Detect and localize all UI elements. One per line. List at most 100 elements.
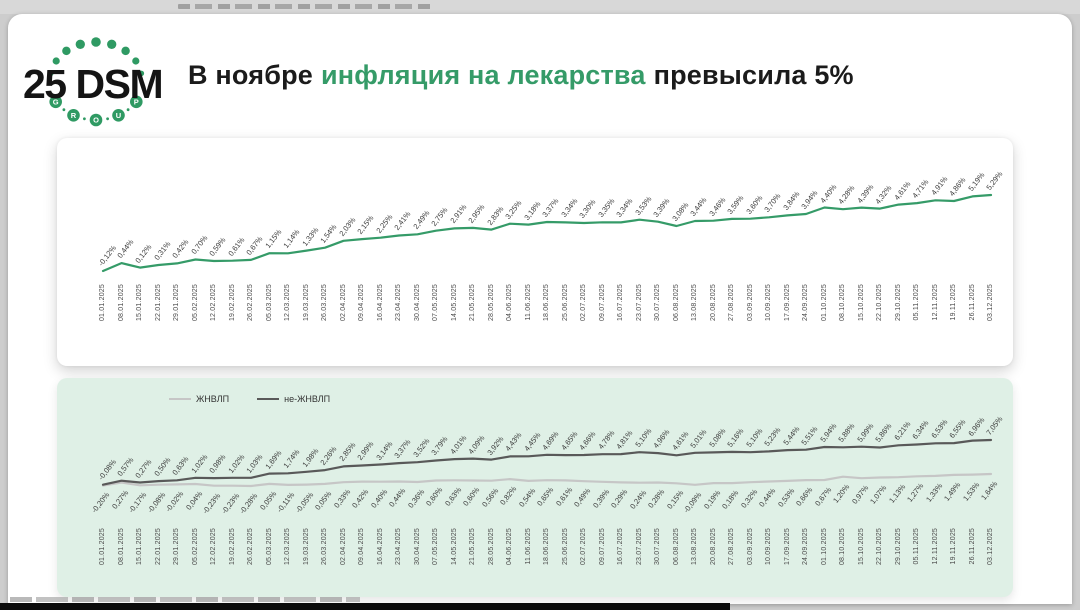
x-axis-date-label: 07.05.2025 — [432, 284, 439, 322]
x-axis-date-label: 18.06.2025 — [543, 284, 550, 322]
total-inflation-chart-card: -0,12% 0,44% 0,12% 0,31% 0,42% 0,70% 0,59% 0,61… — [57, 138, 1013, 366]
x-axis-date-label: 01.10.2025 — [820, 528, 828, 566]
logo-dot — [107, 39, 117, 49]
x-axis-date-label: 08.10.2025 — [839, 528, 846, 566]
logo-text: 25 DSM — [23, 61, 162, 107]
x-axis-date-label: 16.04.2025 — [376, 528, 384, 566]
x-axis-date-label: 15.10.2025 — [857, 528, 865, 566]
x-axis-date-label: 05.02.2025 — [191, 284, 199, 322]
x-axis-date-label: 30.04.2025 — [413, 284, 421, 322]
logo-dot — [121, 46, 130, 56]
x-axis-date-label: 06.08.2025 — [672, 284, 680, 322]
x-axis-date-label: 02.07.2025 — [580, 528, 587, 566]
x-axis-date-label: 01.01.2025 — [99, 284, 106, 322]
ne-zhnvlp-line-swatch — [257, 397, 280, 401]
x-axis-date-label: 15.01.2025 — [136, 284, 143, 322]
zhnvlp-line-swatch — [169, 397, 191, 401]
x-axis-date-label: 04.06.2025 — [506, 528, 513, 566]
x-axis-date-label: 01.01.2025 — [99, 528, 106, 566]
x-axis-date-label: 05.03.2025 — [265, 284, 273, 322]
legend-item-ne-zhnvlp: не-ЖНВЛП — [257, 394, 330, 404]
slide: G R O U P 25 DSM В ноябре инфляция на лекарст… — [8, 14, 1072, 604]
x-axis-date-label: 12.02.2025 — [210, 284, 217, 322]
x-axis-date-label: 12.03.2025 — [284, 528, 291, 566]
top-chrome-text-placeholder — [178, 4, 434, 9]
x-axis-date-label: 03.09.2025 — [746, 284, 754, 322]
x-axis-date-label: 25.06.2025 — [561, 284, 569, 322]
x-axis-date-label: 19.03.2025 — [302, 284, 310, 322]
x-axis-date-label: 30.07.2025 — [654, 284, 661, 322]
x-axis-date-label: 19.11.2025 — [950, 284, 957, 321]
logo-dot — [91, 37, 101, 47]
x-axis-date-label: 26.11.2025 — [968, 284, 976, 321]
x-axis-date-label: 12.11.2025 — [931, 284, 939, 321]
vital-vs-nonvital-line-chart: -0,20% 0,27% -0,17% -0,08% -0,02% 0,04% -0,23%… — [57, 378, 1013, 597]
x-axis-date-label: 19.03.2025 — [302, 528, 310, 566]
total-inflation-line-chart: -0,12% 0,44% 0,12% 0,31% 0,42% 0,70% 0,59% 0,61… — [57, 138, 1013, 366]
logo-group-letter: R — [71, 111, 77, 120]
x-axis-date-label: 07.05.2025 — [432, 528, 439, 566]
top-chrome-strip — [0, 0, 1080, 14]
series-line-total — [101, 193, 993, 273]
x-axis-date-label: 08.01.2025 — [117, 528, 125, 566]
x-axis-date-label: 21.05.2025 — [469, 284, 476, 322]
chart-canvas — [101, 193, 993, 273]
logo-dot — [132, 57, 140, 65]
footnote-text-placeholder — [10, 597, 360, 602]
x-axis-date-label: 15.01.2025 — [136, 528, 143, 566]
x-axis-date-label: 26.11.2025 — [968, 528, 976, 565]
logo-dot — [75, 39, 85, 49]
slide-title: В ноябре инфляция на лекарства превысила 5… — [188, 60, 854, 91]
title-part-2: превысила 5% — [653, 60, 854, 90]
x-axis-date-label: 25.06.2025 — [561, 528, 569, 566]
x-axis-date-label: 26.03.2025 — [321, 284, 328, 322]
x-axis-date-label: 05.03.2025 — [265, 528, 273, 566]
x-axis-date-label: 03.12.2025 — [987, 528, 994, 566]
x-axis-date-label: 12.03.2025 — [284, 284, 291, 322]
logo-dot — [62, 46, 71, 56]
x-axis-date-label: 11.06.2025 — [524, 284, 532, 321]
x-axis-date-label: 20.08.2025 — [709, 528, 717, 566]
x-axis-date-label: 19.02.2025 — [228, 284, 236, 322]
logo-dot — [83, 117, 86, 121]
logo-group-letter: U — [116, 111, 121, 120]
x-axis-date-label: 22.10.2025 — [876, 528, 883, 566]
x-axis-date-label: 15.10.2025 — [857, 284, 865, 322]
legend-item-zhnvlp: ЖНВЛП — [169, 394, 229, 404]
x-axis-date-label: 27.08.2025 — [728, 284, 735, 322]
x-axis-date-label: 21.05.2025 — [469, 528, 476, 566]
x-axis-date-label: 03.09.2025 — [746, 528, 754, 566]
logo-group-letter: P — [134, 97, 139, 106]
x-axis-date-label: 29.01.2025 — [173, 284, 180, 322]
x-axis-date-label: 26.02.2025 — [247, 528, 254, 566]
x-axis-date-label: 16.04.2025 — [376, 284, 384, 322]
bottom-bar — [0, 603, 730, 610]
logo-group-letter-circle — [49, 95, 62, 109]
x-axis-date-label: 22.10.2025 — [876, 284, 883, 322]
x-axis-date-label: 30.07.2025 — [654, 528, 661, 566]
logo-dot — [62, 108, 66, 112]
logo-dot — [106, 117, 109, 121]
x-axis-date-label: 22.01.2025 — [154, 528, 162, 566]
x-axis-date-label: 08.01.2025 — [117, 284, 125, 322]
x-axis-date-label: 26.03.2025 — [321, 528, 328, 566]
logo-dot — [126, 108, 130, 112]
x-axis-date-label: 29.10.2025 — [894, 284, 902, 322]
x-axis-date-label: 02.04.2025 — [339, 284, 347, 322]
logo-group-letter-circle — [67, 109, 80, 122]
logo-dot — [138, 70, 145, 77]
x-axis-date-label: 02.04.2025 — [339, 528, 347, 566]
x-axis-date-label: 09.04.2025 — [358, 528, 365, 566]
x-axis-date-label: 20.08.2025 — [709, 284, 717, 322]
x-axis-date-label: 23.07.2025 — [635, 528, 643, 566]
x-axis-date-label: 10.09.2025 — [765, 528, 772, 566]
dsm-group-logo: G R O U P 25 DSM — [23, 37, 164, 127]
x-axis-date-label: 13.08.2025 — [691, 528, 698, 566]
x-axis-date-label: 28.05.2025 — [487, 528, 495, 566]
vital-vs-nonvital-chart-card: ЖНВЛП не-ЖНВЛП -0,20% 0,27% -0,17% -0,08% -0… — [57, 378, 1013, 597]
chart-legend: ЖНВЛП не-ЖНВЛП — [169, 394, 330, 404]
logo-group-letter-circle — [130, 95, 143, 109]
x-axis-date-label: 19.11.2025 — [950, 528, 957, 565]
x-axis-date-label: 18.06.2025 — [543, 528, 550, 566]
x-axis-date-label: 22.01.2025 — [154, 284, 162, 322]
